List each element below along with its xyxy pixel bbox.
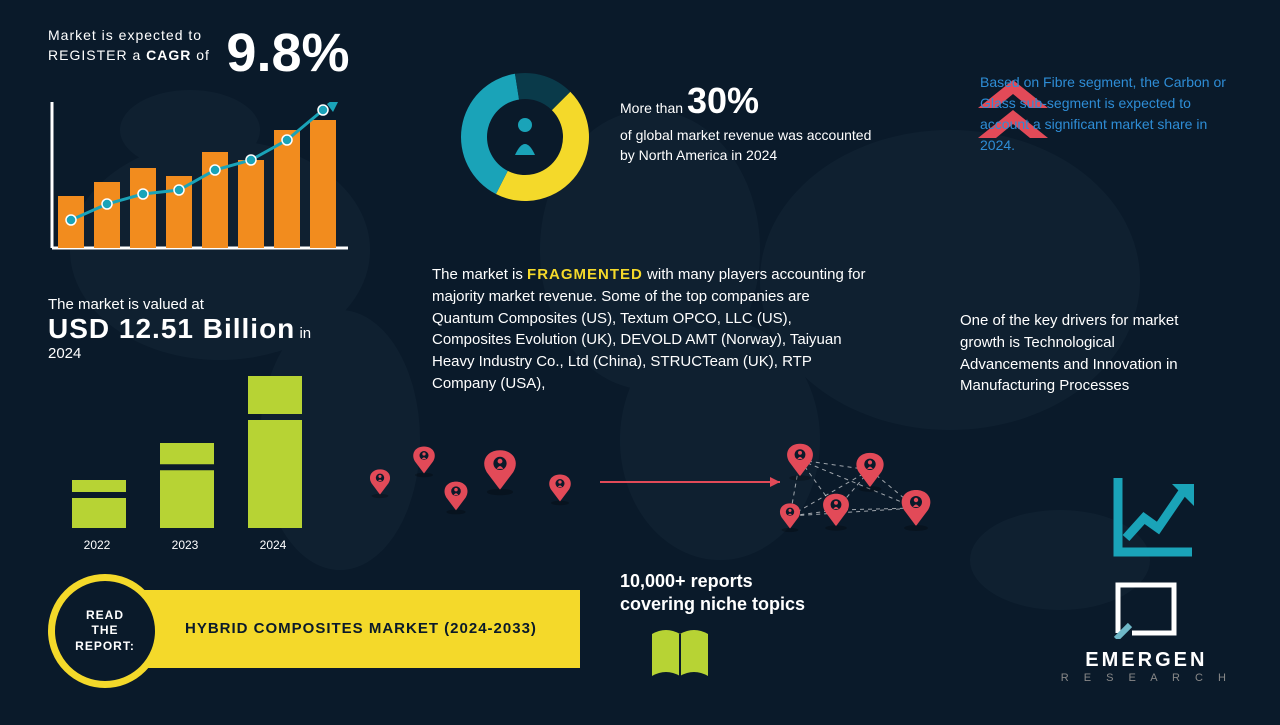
map-markers: [360, 410, 960, 550]
reports-count-text: 10,000+ reports covering niche topics: [620, 570, 805, 617]
key-driver-text: One of the key drivers for market growth…: [960, 310, 1200, 397]
book-icon: [650, 628, 710, 685]
growth-arrow-icon: [1110, 470, 1200, 560]
donut-big-value: 30%: [687, 80, 759, 121]
green-bar-label-2023: 2023: [150, 538, 220, 552]
green-bar-label-2022: 2022: [62, 538, 132, 552]
cagr-label: Market is expected to REGISTER a CAGR of: [48, 26, 210, 65]
market-value: USD 12.51 Billion: [48, 313, 295, 344]
fragmented-market-text: The market is FRAGMENTED with many playe…: [432, 264, 872, 395]
green-bar-chart: 2022 2023 2024: [68, 360, 328, 530]
emergen-sub: R E S E A R C H: [1061, 672, 1232, 684]
emergen-logo: EMERGEN R E S E A R C H: [1061, 579, 1232, 684]
read-report-label: READTHEREPORT:: [75, 608, 135, 655]
read-report-circle[interactable]: READTHEREPORT:: [48, 574, 162, 688]
donut-section: More than 30% of global market revenue w…: [450, 62, 890, 212]
market-valued-section: The market is valued at USD 12.51 Billio…: [48, 296, 368, 362]
emergen-square-icon: [1112, 579, 1180, 639]
cagr-section: Market is expected to REGISTER a CAGR of…: [48, 26, 388, 80]
green-bar-label-2024: 2024: [238, 538, 308, 552]
cagr-value: 9.8%: [226, 26, 349, 80]
report-title: HYBRID COMPOSITES MARKET (2024-2033): [185, 620, 537, 637]
fibre-segment-text: Based on Fibre segment, the Carbon or Gl…: [980, 72, 1240, 156]
emergen-name: EMERGEN: [1061, 649, 1232, 672]
fragmented-highlight: FRAGMENTED: [527, 266, 643, 283]
donut-body: of global market revenue was accounted b…: [620, 127, 871, 163]
barline-chart: [48, 102, 348, 252]
donut-chart: [450, 62, 600, 212]
donut-text: More than 30% of global market revenue w…: [620, 62, 890, 166]
